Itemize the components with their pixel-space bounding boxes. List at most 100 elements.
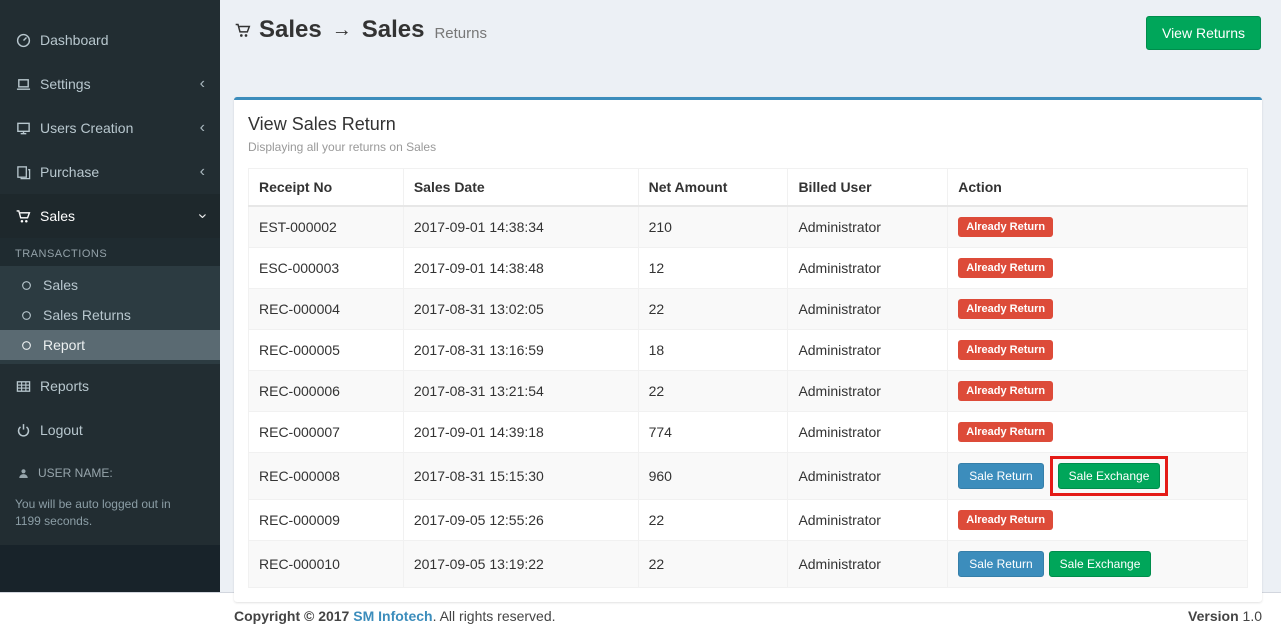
sidebar-item-label: Dashboard: [40, 32, 109, 48]
sales-date-cell: 2017-09-05 13:19:22: [402, 540, 639, 588]
sales-date-cell: 2017-09-01 14:38:48: [402, 247, 639, 289]
column-header-net-amount: Net Amount: [637, 168, 789, 207]
arrow-right-icon: →: [331, 18, 352, 41]
sales-date-cell: 2017-08-31 13:21:54: [402, 370, 639, 412]
action-cell: Sale Return Sale Exchange: [947, 540, 1248, 588]
already-return-badge: Already Return: [958, 258, 1054, 278]
sale-exchange-button[interactable]: Sale Exchange: [1048, 551, 1152, 577]
action-cell: Already Return: [947, 288, 1248, 330]
already-return-badge: Already Return: [958, 381, 1054, 401]
billed-user-cell: Administrator: [787, 370, 949, 412]
already-return-badge: Already Return: [958, 299, 1054, 319]
panel-title: View Sales Return: [248, 114, 396, 134]
net-amount-cell: 960: [637, 452, 789, 500]
user-icon: [15, 468, 31, 479]
breadcrumb-sub: Returns: [434, 24, 487, 42]
receipt-no-cell: ESC-000003: [248, 247, 404, 289]
sales-date-cell: 2017-09-01 14:39:18: [402, 411, 639, 453]
action-cell: Sale Return Sale Exchange: [947, 452, 1248, 500]
sales-submenu: TRANSACTIONS Sales Sales Returns Report: [0, 238, 220, 364]
billed-user-cell: Administrator: [787, 205, 949, 248]
sidebar-item-label: Users Creation: [40, 120, 134, 136]
sale-return-button[interactable]: Sale Return: [958, 551, 1044, 577]
billed-user-cell: Administrator: [787, 411, 949, 453]
transactions-section-label: TRANSACTIONS: [0, 238, 220, 266]
view-returns-button[interactable]: View Returns: [1145, 16, 1261, 50]
receipt-no-cell: REC-000004: [248, 288, 404, 330]
version-text: Version 1.0: [1188, 608, 1262, 624]
sidebar-item-sales[interactable]: Sales ‹: [0, 194, 220, 238]
net-amount-cell: 22: [637, 288, 789, 330]
sidebar-item-dashboard[interactable]: Dashboard: [0, 18, 220, 62]
action-cell: Already Return: [947, 370, 1248, 412]
sales-return-table-body: EST-000002 2017-09-01 14:38:34 210 Admin…: [248, 205, 1248, 588]
net-amount-cell: 12: [637, 247, 789, 289]
billed-user-cell: Administrator: [787, 288, 949, 330]
already-return-badge: Already Return: [958, 217, 1054, 237]
sidebar-item-logout[interactable]: Logout: [0, 408, 220, 452]
column-header-billed-user: Billed User: [787, 168, 949, 207]
user-name-label: USER NAME:: [38, 466, 113, 480]
already-return-badge: Already Return: [958, 510, 1054, 530]
power-icon: [15, 423, 31, 438]
net-amount-cell: 210: [637, 205, 789, 248]
copyright-suffix: . All rights reserved.: [432, 608, 556, 624]
table-row: ESC-000003 2017-09-01 14:38:48 12 Admini…: [248, 247, 1248, 289]
already-return-badge: Already Return: [958, 422, 1054, 442]
receipt-no-cell: REC-000006: [248, 370, 404, 412]
circle-icon: [18, 340, 34, 351]
receipt-no-cell: EST-000002: [248, 205, 404, 248]
sidebar-subitem-label: Sales Returns: [43, 307, 131, 323]
net-amount-cell: 18: [637, 329, 789, 371]
table-row: REC-000010 2017-09-05 13:19:22 22 Admini…: [248, 540, 1248, 588]
main-content: Sales → Sales Returns View Returns View …: [220, 0, 1281, 602]
chevron-left-icon: ‹: [199, 75, 205, 92]
chevron-down-icon: ‹: [193, 213, 211, 219]
action-cell: Already Return: [947, 205, 1248, 248]
sidebar-subitem-report[interactable]: Report: [0, 330, 220, 360]
cart-icon: [235, 20, 251, 41]
company-link[interactable]: SM Infotech: [353, 608, 433, 624]
sidebar-item-settings[interactable]: Settings ‹: [0, 62, 220, 106]
sale-exchange-button[interactable]: Sale Exchange: [1057, 463, 1161, 490]
sales-date-cell: 2017-09-05 12:55:26: [402, 499, 639, 541]
billed-user-cell: Administrator: [787, 499, 949, 541]
sales-date-cell: 2017-08-31 13:02:05: [402, 288, 639, 330]
submenu-list: Sales Sales Returns Report: [0, 266, 220, 364]
column-header-receipt-no: Receipt No: [248, 168, 404, 207]
table-row: REC-000004 2017-08-31 13:02:05 22 Admini…: [248, 288, 1248, 330]
chevron-left-icon: ‹: [199, 163, 205, 180]
sidebar-menu: Dashboard Settings ‹ Users Creation ‹: [0, 0, 220, 238]
version-label: Version: [1188, 608, 1239, 624]
sales-return-table: Receipt No Sales Date Net Amount Billed …: [248, 168, 1248, 588]
sidebar-subitem-label: Report: [43, 337, 86, 353]
sales-return-panel: View Sales Return Displaying all your re…: [234, 97, 1262, 602]
sidebar-subitem-label: Sales: [43, 277, 79, 293]
table-icon: [15, 379, 31, 394]
action-cell: Already Return: [947, 247, 1248, 289]
user-panel: USER NAME: You will be auto logged out i…: [0, 452, 220, 545]
breadcrumb-secondary: Sales: [361, 16, 425, 43]
column-header-sales-date: Sales Date: [402, 168, 639, 207]
panel-subtitle: Displaying all your returns on Sales: [248, 140, 437, 154]
copyright-prefix: Copyright © 2017: [234, 608, 350, 624]
net-amount-cell: 774: [637, 411, 789, 453]
net-amount-cell: 22: [637, 540, 789, 588]
sidebar-item-label: Sales: [40, 208, 76, 224]
annotation-highlight-box: Sale Exchange: [1049, 456, 1169, 497]
sidebar-subitem-sales-returns[interactable]: Sales Returns: [0, 300, 220, 330]
copyright-text: Copyright © 2017 SM Infotech. All rights…: [234, 608, 556, 624]
sidebar-item-users-creation[interactable]: Users Creation ‹: [0, 106, 220, 150]
sale-return-button[interactable]: Sale Return: [958, 463, 1044, 489]
action-cell: Already Return: [947, 499, 1248, 541]
dashboard-icon: [15, 33, 31, 48]
sidebar-filler: [0, 544, 220, 592]
circle-icon: [18, 310, 34, 321]
table-row: REC-000006 2017-08-31 13:21:54 22 Admini…: [248, 370, 1248, 412]
action-cell: Already Return: [947, 329, 1248, 371]
sidebar-item-reports[interactable]: Reports: [0, 364, 220, 408]
sidebar-subitem-sales[interactable]: Sales: [0, 270, 220, 300]
sidebar-item-purchase[interactable]: Purchase ‹: [0, 150, 220, 194]
table-row: EST-000002 2017-09-01 14:38:34 210 Admin…: [248, 205, 1248, 248]
receipt-no-cell: REC-000008: [248, 452, 404, 500]
